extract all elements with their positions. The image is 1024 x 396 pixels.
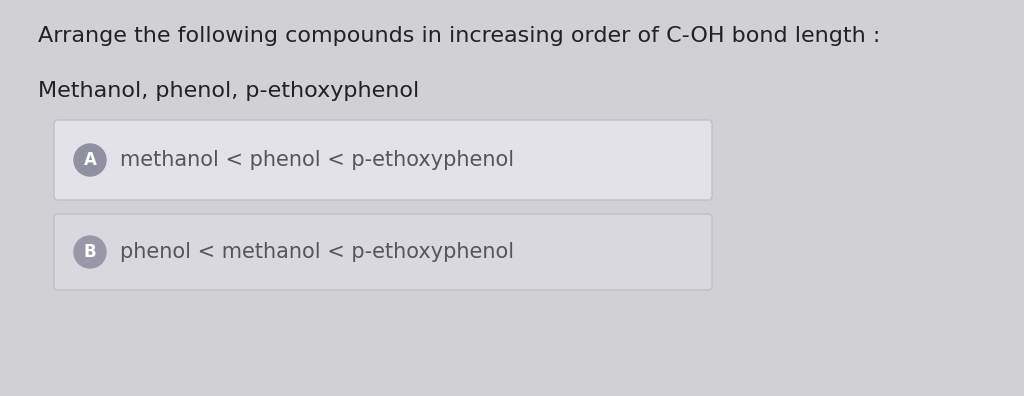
Text: Arrange the following compounds in increasing order of C-OH bond length :: Arrange the following compounds in incre… — [38, 26, 881, 46]
FancyBboxPatch shape — [54, 214, 712, 290]
Circle shape — [74, 144, 106, 176]
FancyBboxPatch shape — [54, 120, 712, 200]
Text: A: A — [84, 151, 96, 169]
Text: methanol < phenol < p-ethoxyphenol: methanol < phenol < p-ethoxyphenol — [120, 150, 514, 170]
Text: B: B — [84, 243, 96, 261]
Text: Methanol, phenol, p-ethoxyphenol: Methanol, phenol, p-ethoxyphenol — [38, 81, 419, 101]
Circle shape — [74, 236, 106, 268]
Text: phenol < methanol < p-ethoxyphenol: phenol < methanol < p-ethoxyphenol — [120, 242, 514, 262]
